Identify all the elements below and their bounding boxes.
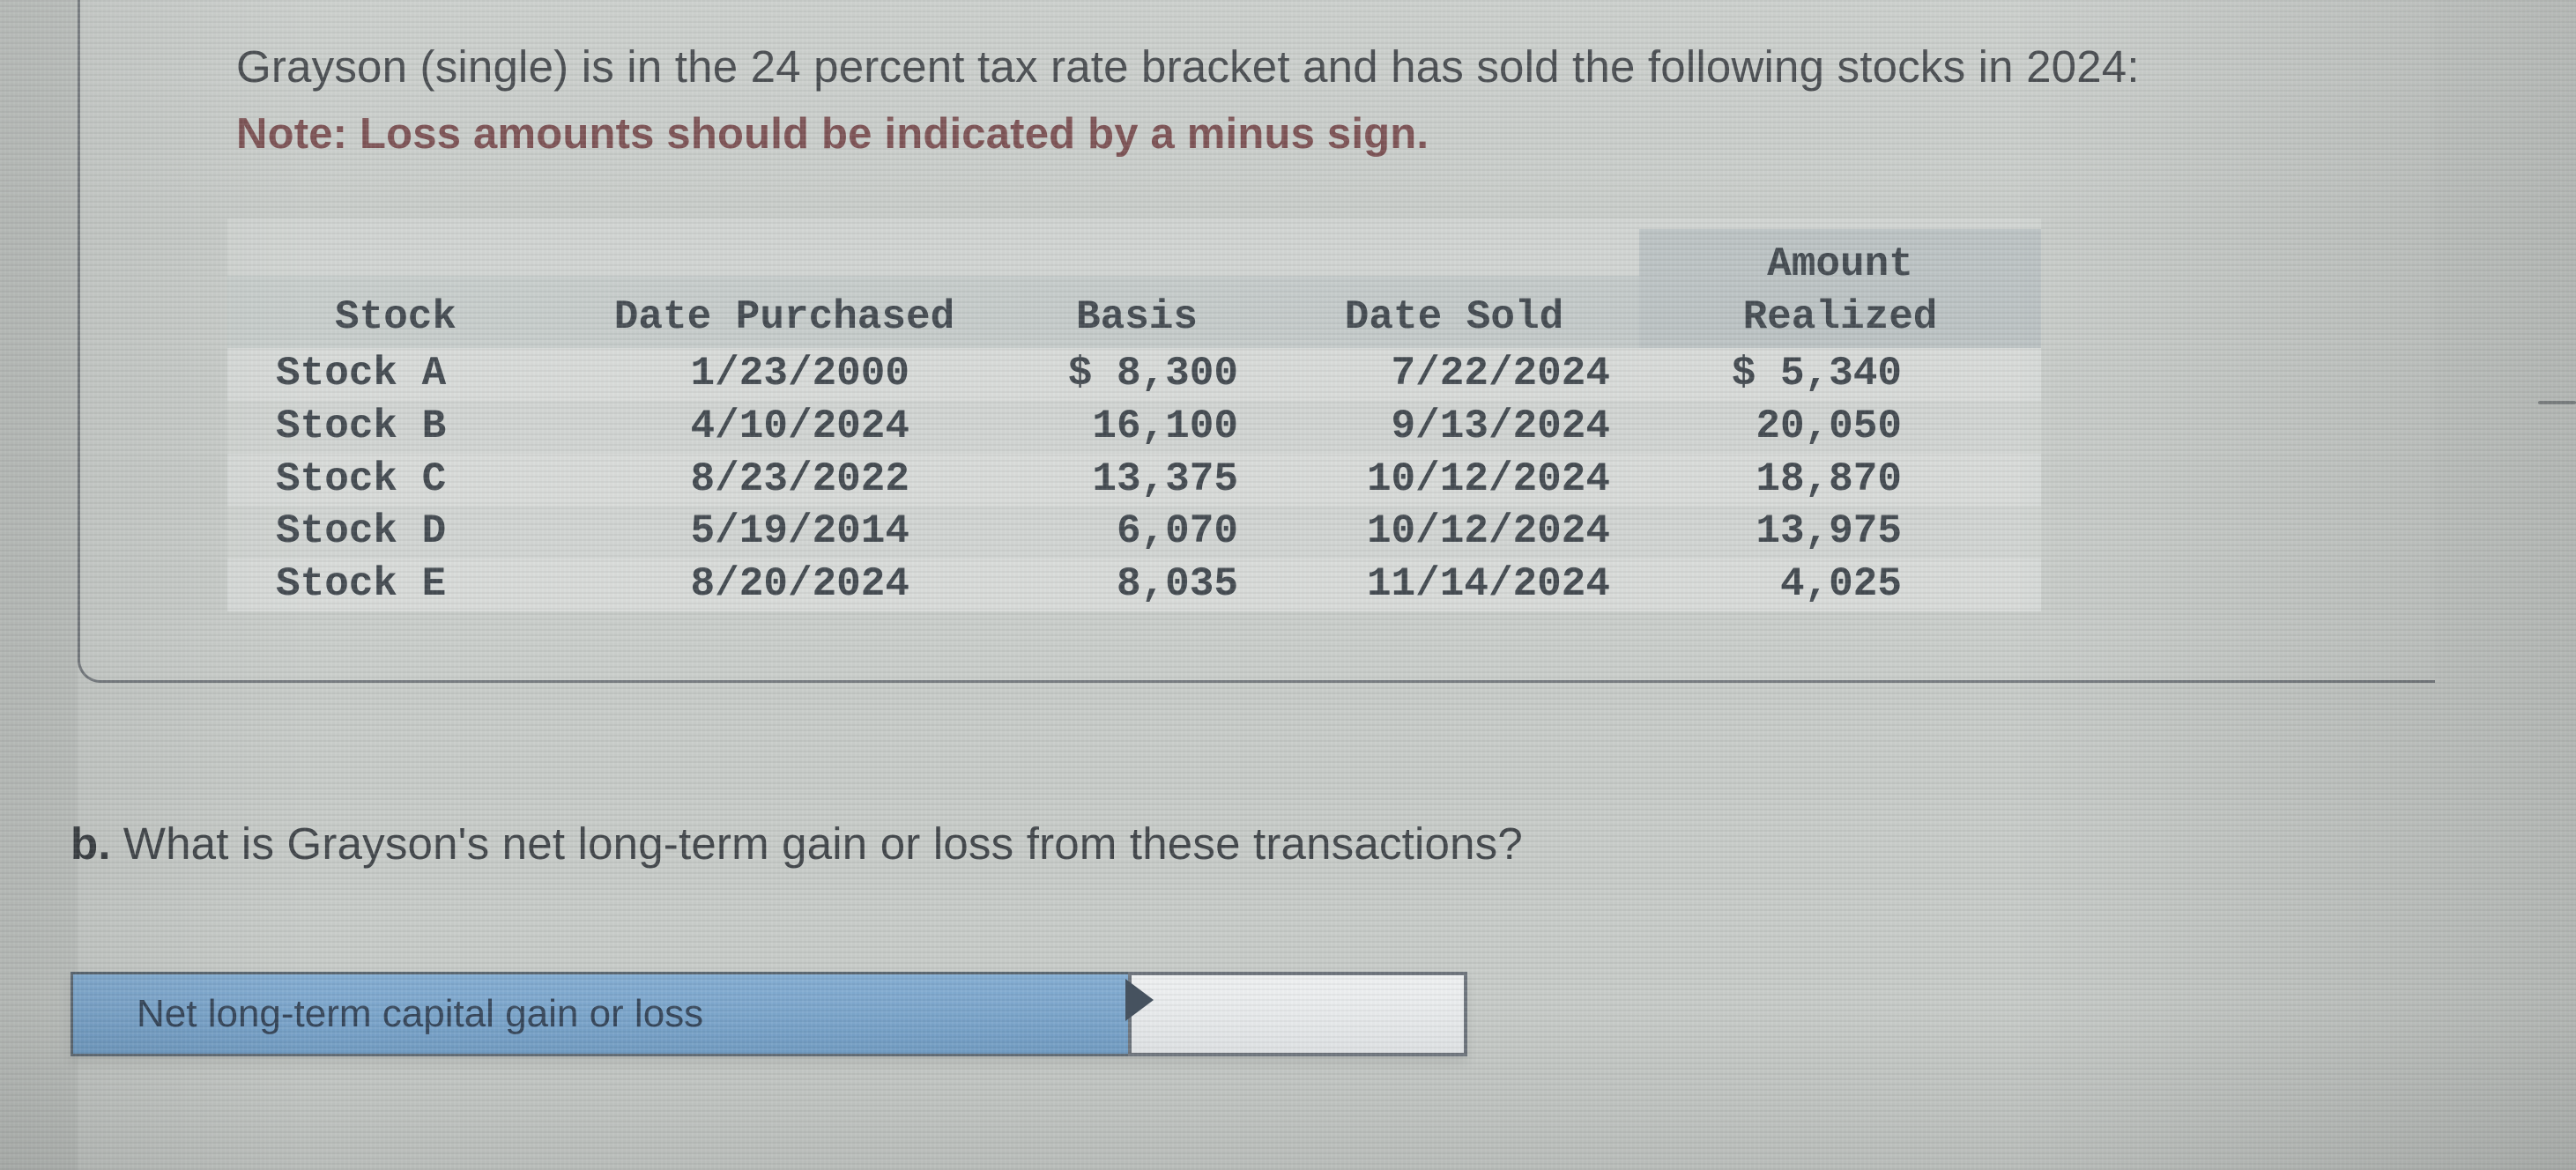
cell-amount-realized: 18,870 [1756, 455, 1902, 502]
cell-date-sold: 10/12/2024 [1366, 508, 1610, 555]
col-header-amount-realized: Amount Realized [1742, 241, 1938, 341]
cell-date-purchased: 8/20/2024 [690, 561, 909, 608]
table-header: Stock Date Purchased Basis Date Sold Amo… [227, 218, 2041, 348]
col-header-date-sold: Date Sold [1344, 294, 1564, 341]
cell-date-sold: 10/12/2024 [1366, 455, 1610, 502]
question-text: Grayson (single) is in the 24 percent ta… [236, 41, 2140, 92]
part-b-text: What is Grayson's net long-term gain or … [122, 818, 1523, 869]
cell-stock: Stock A [276, 351, 447, 396]
cell-amount-realized: $ 5,340 [1731, 351, 1902, 396]
cell-stock: Stock D [276, 508, 447, 555]
cell-basis: $ 8,300 [1067, 351, 1238, 396]
cell-date-purchased: 5/19/2014 [690, 508, 909, 555]
answer-row: Net long-term capital gain or loss [71, 972, 1467, 1056]
cell-stock: Stock B [276, 403, 447, 449]
note-text: Note: Loss amounts should be indicated b… [236, 110, 1429, 159]
answer-label-bar: Net long-term capital gain or loss [71, 972, 1128, 1056]
answer-input[interactable] [1128, 972, 1467, 1056]
page-margin-strip [0, 0, 78, 1170]
cell-date-sold: 9/13/2024 [1391, 403, 1610, 449]
cell-amount-realized: 13,975 [1756, 508, 1902, 555]
cell-date-sold: 11/14/2024 [1366, 561, 1610, 608]
stock-table: Stock Date Purchased Basis Date Sold Amo… [227, 218, 2041, 611]
part-b-question: b. What is Grayson's net long-term gain o… [71, 818, 1523, 870]
cell-date-purchased: 1/23/2000 [690, 351, 909, 396]
cell-stock: Stock E [276, 561, 447, 608]
cell-basis: 16,100 [1092, 403, 1238, 449]
cell-date-purchased: 8/23/2022 [690, 455, 909, 502]
col-header-stock: Stock [334, 294, 457, 341]
col-header-basis: Basis [1075, 294, 1199, 341]
table-row: Stock D 5/19/2014 6,070 10/12/2024 13,97… [227, 506, 2041, 559]
part-b-label: b. [71, 818, 111, 869]
cell-amount-realized: 20,050 [1756, 403, 1902, 449]
cell-stock: Stock C [276, 455, 447, 502]
table-row: Stock C 8/23/2022 13,375 10/12/2024 18,8… [227, 453, 2041, 507]
table-body: Stock A 1/23/2000 $ 8,300 7/22/2024 $ 5,… [227, 348, 2041, 611]
question-block: Grayson (single) is in the 24 percent ta… [236, 35, 2528, 166]
cell-basis: 13,375 [1092, 455, 1238, 502]
cell-date-purchased: 4/10/2024 [690, 403, 909, 449]
cell-basis: 8,035 [1116, 561, 1238, 608]
answer-label: Net long-term capital gain or loss [137, 992, 704, 1035]
amount-header-shade [1639, 229, 2041, 348]
cursor-arrow-icon [1125, 979, 1154, 1021]
cell-amount-realized: 4,025 [1779, 561, 1902, 608]
cell-date-sold: 7/22/2024 [1391, 351, 1610, 396]
cell-basis: 6,070 [1116, 508, 1238, 555]
table-row: Stock A 1/23/2000 $ 8,300 7/22/2024 $ 5,… [227, 348, 2041, 401]
table-row: Stock E 8/20/2024 8,035 11/14/2024 4,025 [227, 559, 2041, 611]
col-header-date-purchased: Date Purchased [613, 294, 955, 341]
table-row: Stock B 4/10/2024 16,100 9/13/2024 20,05… [227, 401, 2041, 454]
photo-artifact-line [2538, 401, 2576, 404]
